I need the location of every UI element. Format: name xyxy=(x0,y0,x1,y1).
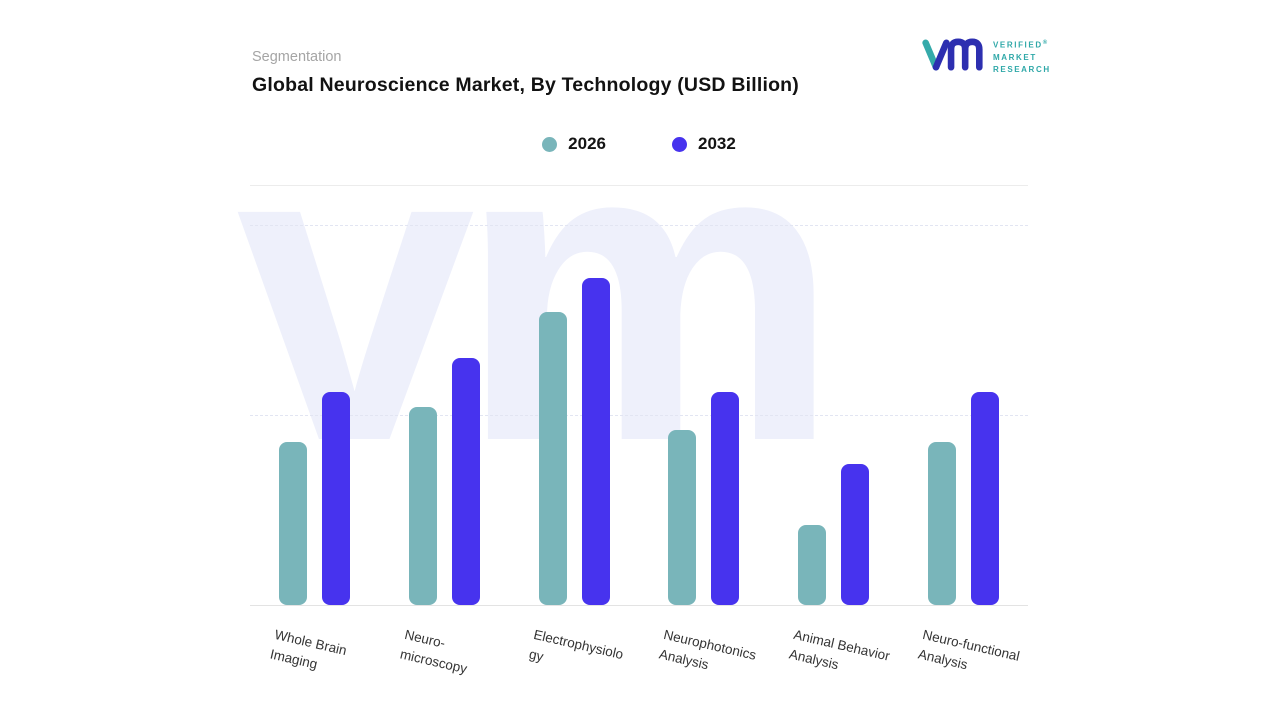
bar-2032[interactable] xyxy=(452,358,480,605)
legend: 2026 2032 xyxy=(250,134,1028,154)
legend-item-2026[interactable]: 2026 xyxy=(542,134,606,154)
legend-label-2026: 2026 xyxy=(568,134,606,153)
bar-2026[interactable] xyxy=(279,441,308,605)
legend-swatch-2026-icon xyxy=(542,136,558,152)
bar-2026[interactable] xyxy=(538,312,567,605)
bar-2032[interactable] xyxy=(581,278,610,605)
legend-divider xyxy=(250,185,1028,186)
logo-line-market: MARKET xyxy=(993,52,1037,62)
gridline xyxy=(250,415,1028,416)
logo-line-verified: VERIFIED xyxy=(993,40,1043,50)
legend-label-2032: 2032 xyxy=(698,134,736,153)
x-axis-label: Whole Brain Imaging xyxy=(268,626,349,672)
bar-2026[interactable] xyxy=(798,525,827,605)
x-axis-label: Neuro-functional Analysis xyxy=(917,626,1022,672)
x-axis-label: Neurophotonics Analysis xyxy=(657,626,758,672)
logo-line-research: RESEARCH xyxy=(993,64,1051,74)
x-axis-label: Animal Behavior Analysis xyxy=(787,626,891,672)
bar-2032[interactable] xyxy=(841,464,870,605)
x-axis-line xyxy=(250,605,1028,606)
vmr-logo-text: VERIFIED® MARKET RESEARCH xyxy=(993,39,1051,76)
bar-group xyxy=(250,225,380,605)
bar-groups xyxy=(250,225,1028,605)
chart-plot-area: Whole Brain Imaging Neuro- microscopy Elec… xyxy=(250,225,1028,676)
bar-2032[interactable] xyxy=(322,392,351,605)
bar-2032[interactable] xyxy=(711,392,740,605)
bar-2026[interactable] xyxy=(668,430,697,605)
legend-item-2032[interactable]: 2032 xyxy=(672,134,736,154)
bar-2026[interactable] xyxy=(409,407,437,605)
x-axis-labels: Whole Brain Imaging Neuro- microscopy Elec… xyxy=(250,605,1028,705)
vmr-logo: VERIFIED® MARKET RESEARCH xyxy=(920,34,1051,81)
bar-2032[interactable] xyxy=(970,392,999,605)
bar-group xyxy=(769,225,899,605)
eyebrow-label: Segmentation xyxy=(252,49,342,65)
legend-swatch-2032-icon xyxy=(672,136,687,152)
gridline xyxy=(250,225,1028,226)
bar-group xyxy=(380,225,510,605)
bar-group xyxy=(509,225,639,605)
bar-2026[interactable] xyxy=(927,441,956,605)
chart-title: Global Neuroscience Market, By Technolog… xyxy=(252,74,799,96)
x-axis-label: Neuro- microscopy xyxy=(398,626,469,676)
x-axis-label: Electrophysiolo gy xyxy=(528,626,626,664)
registered-mark: ® xyxy=(1042,40,1048,47)
bar-group xyxy=(639,225,769,605)
bar-group xyxy=(898,225,1028,605)
vmr-logo-mark-icon xyxy=(920,34,984,81)
